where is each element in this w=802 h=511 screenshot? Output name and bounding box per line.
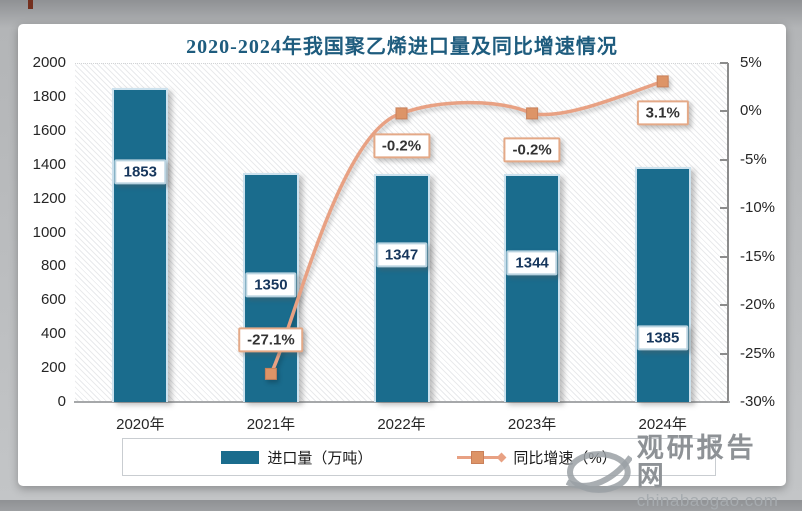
y-axis-tick-label: 800 (40, 257, 66, 275)
screen-edge-artifact (28, 0, 33, 9)
y-axis-tick-label: 600 (40, 291, 66, 309)
secondary-axis-tick-label: -15% (740, 247, 776, 265)
bar-2020年 (112, 87, 169, 402)
chart-title: 2020-2024年我国聚乙烯进口量及同比增速情况 (186, 36, 618, 58)
bar-swatch-icon (221, 450, 260, 464)
y-axis-tick-label: 0 (57, 393, 66, 410)
x-axis-label: 2023年 (507, 416, 557, 433)
legend-item-import-volume: 进口量（万吨） (221, 447, 372, 468)
secondary-axis-tick-mark (720, 352, 728, 355)
line-marker-swatch-icon (457, 450, 507, 464)
x-axis-line (74, 401, 730, 403)
x-axis-label: 2024年 (638, 416, 687, 433)
secondary-axis-tick-mark (720, 110, 728, 113)
watermark-site-name: 观研报告网 (636, 433, 757, 492)
secondary-axis-tick-mark (720, 401, 728, 403)
y-axis-tick-label: 400 (40, 325, 66, 343)
y-axis-tick-label: 1200 (32, 189, 66, 207)
x-axis-label: 2020年 (116, 416, 165, 433)
secondary-axis-tick-label: 0% (740, 102, 762, 120)
secondary-axis-tick-label: -20% (740, 296, 776, 314)
secondary-axis-tick-label: 5% (740, 54, 762, 71)
growth-line-layer (264, 75, 669, 380)
bar-value-label: 1347 (375, 242, 428, 268)
line-value-label: -27.1% (238, 327, 304, 353)
line-marker (526, 107, 539, 120)
secondary-axis-tick-mark (720, 158, 728, 161)
line-value-label: 3.1% (636, 100, 689, 126)
y-axis-tick-label: 200 (40, 359, 66, 377)
watermark-swoosh-eye-icon (566, 451, 632, 494)
secondary-axis-line (727, 63, 729, 403)
secondary-axis-tick-label: -10% (740, 199, 776, 217)
watermark-site-domain: chinabaogao.com (636, 490, 779, 510)
line-marker (264, 367, 277, 380)
growth-line (269, 79, 664, 375)
line-marker (656, 75, 669, 88)
watermark: 观研报告网 chinabaogao.com (566, 434, 786, 511)
secondary-axis-tick-label: -5% (740, 150, 767, 168)
bar-value-label: 1350 (245, 272, 297, 298)
secondary-axis-tick-label: -30% (740, 393, 776, 410)
secondary-axis-tick-mark (720, 207, 728, 210)
line-value-label: -0.2% (503, 137, 561, 163)
bar-2024年 (634, 167, 691, 402)
x-axis-label: 2022年 (377, 416, 426, 433)
y-axis-tick-label: 1600 (32, 121, 66, 139)
secondary-axis-tick-mark (720, 255, 728, 258)
bar-value-label: 1344 (506, 250, 558, 276)
y-axis-tick-label: 1800 (32, 87, 66, 105)
y-axis-tick-label: 1000 (32, 223, 66, 241)
line-marker (395, 107, 408, 120)
y-axis-tick-label: 1400 (32, 155, 66, 173)
x-axis-label: 2021年 (246, 416, 296, 433)
secondary-axis-tick-mark (720, 304, 728, 307)
secondary-axis-tick-label: -25% (740, 344, 776, 362)
secondary-axis-tick-mark (720, 62, 728, 64)
y-axis-tick-label: 2000 (32, 54, 66, 71)
bar-value-label: 1853 (114, 159, 166, 185)
bar-2023年 (504, 174, 561, 402)
bar-value-label: 1385 (637, 325, 689, 351)
legend-label-import-volume: 进口量（万吨） (267, 449, 373, 467)
line-value-label: -0.2% (372, 133, 431, 159)
chart-panel: 2020-2024年我国聚乙烯进口量及同比增速情况 2000 1800 1600 14… (18, 24, 786, 510)
bar-2022年 (373, 173, 430, 402)
watermark-text: 观研报告网 chinabaogao.com (637, 434, 786, 511)
